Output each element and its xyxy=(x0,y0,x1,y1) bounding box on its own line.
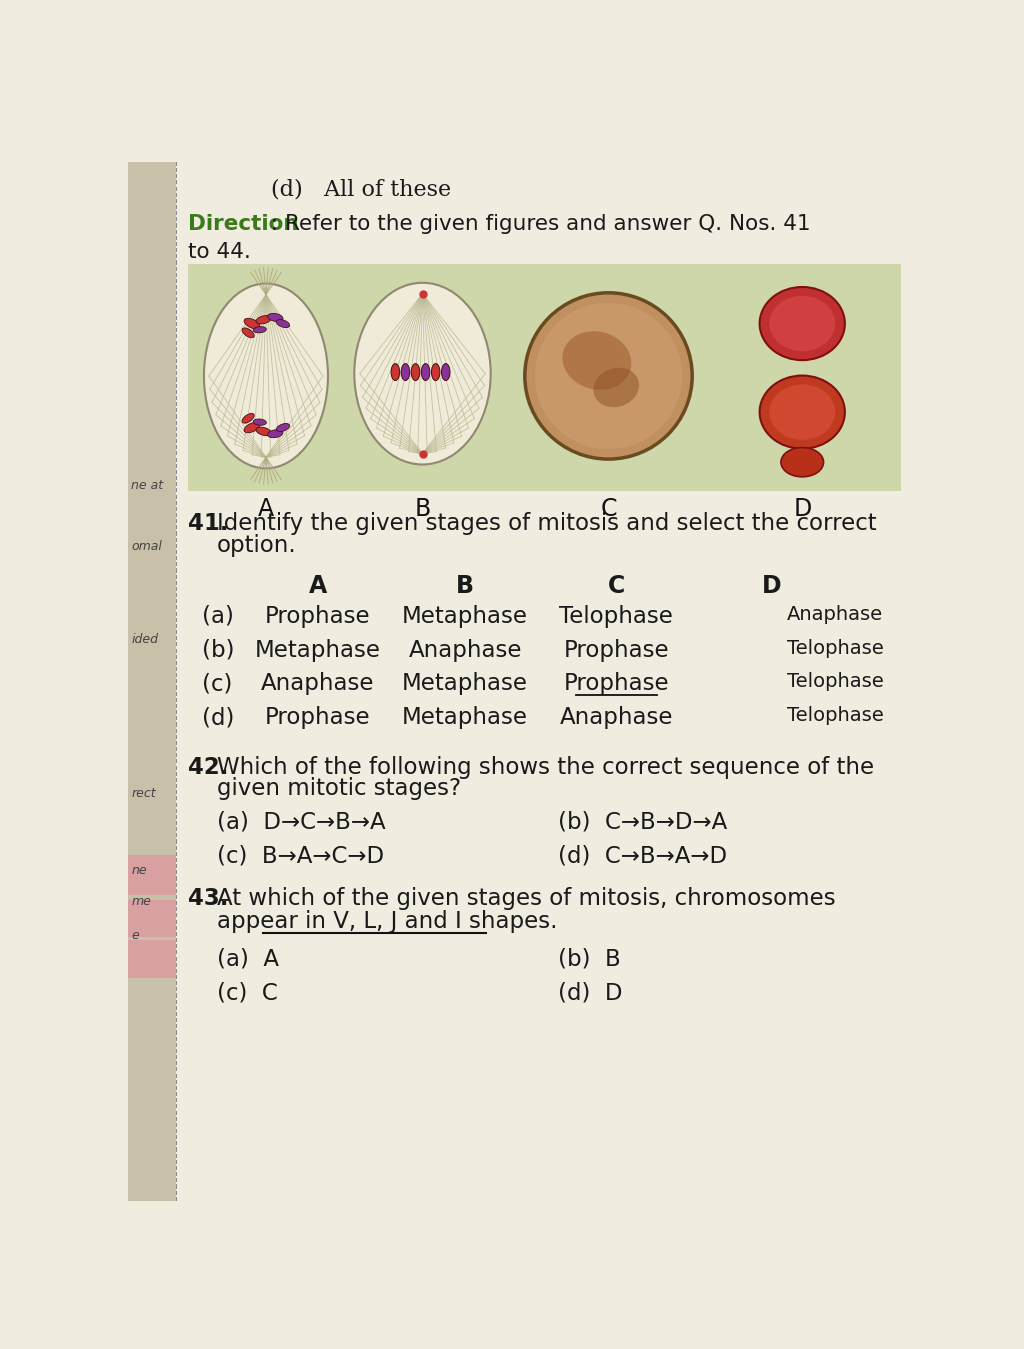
Ellipse shape xyxy=(431,364,440,380)
Text: omal: omal xyxy=(131,541,162,553)
Ellipse shape xyxy=(256,316,271,324)
Ellipse shape xyxy=(242,328,254,337)
Ellipse shape xyxy=(760,375,845,449)
Ellipse shape xyxy=(276,424,290,432)
Text: (d)  D: (d) D xyxy=(558,981,623,1004)
Text: A: A xyxy=(258,496,274,521)
Text: D: D xyxy=(794,496,811,521)
Text: C: C xyxy=(607,573,625,598)
Circle shape xyxy=(524,293,692,459)
Text: 42.: 42. xyxy=(188,755,229,778)
Text: option.: option. xyxy=(217,534,297,557)
Text: At which of the given stages of mitosis, chromosomes: At which of the given stages of mitosis,… xyxy=(217,888,836,911)
Text: D: D xyxy=(762,573,781,598)
Text: B: B xyxy=(456,573,474,598)
Ellipse shape xyxy=(267,430,283,437)
Ellipse shape xyxy=(256,428,271,436)
Text: Prophase: Prophase xyxy=(265,707,371,730)
Text: (a): (a) xyxy=(202,604,233,627)
Text: (d)   All of these: (d) All of these xyxy=(271,179,452,201)
Ellipse shape xyxy=(204,283,328,468)
Ellipse shape xyxy=(441,364,450,380)
Text: (d): (d) xyxy=(202,707,234,730)
Text: given mitotic stages?: given mitotic stages? xyxy=(217,777,461,800)
Text: Anaphase: Anaphase xyxy=(409,638,522,661)
Ellipse shape xyxy=(769,295,836,351)
Ellipse shape xyxy=(391,364,399,380)
Ellipse shape xyxy=(276,320,290,328)
Text: (c)  B→A→C→D: (c) B→A→C→D xyxy=(217,844,384,867)
Text: (c)  C: (c) C xyxy=(217,981,278,1004)
Text: e: e xyxy=(131,929,139,942)
Text: : Refer to the given figures and answer Q. Nos. 41: : Refer to the given figures and answer … xyxy=(264,214,811,235)
Bar xyxy=(128,900,176,936)
Text: Metaphase: Metaphase xyxy=(255,638,381,661)
Ellipse shape xyxy=(242,413,254,424)
Text: Anaphase: Anaphase xyxy=(261,672,375,695)
Ellipse shape xyxy=(354,283,490,464)
Ellipse shape xyxy=(562,332,632,390)
Ellipse shape xyxy=(253,326,266,333)
Text: Prophase: Prophase xyxy=(563,672,669,695)
Ellipse shape xyxy=(760,287,845,360)
Ellipse shape xyxy=(267,313,283,321)
Text: Telophase: Telophase xyxy=(786,672,884,692)
Text: Which of the following shows the correct sequence of the: Which of the following shows the correct… xyxy=(217,755,874,778)
Ellipse shape xyxy=(253,420,266,425)
Ellipse shape xyxy=(244,422,260,433)
Text: (a)  D→C→B→A: (a) D→C→B→A xyxy=(217,811,386,834)
Ellipse shape xyxy=(421,364,430,380)
Text: Prophase: Prophase xyxy=(563,638,669,661)
Text: Metaphase: Metaphase xyxy=(402,604,528,627)
Circle shape xyxy=(535,302,682,449)
Text: 43.: 43. xyxy=(188,888,229,911)
Text: 41.: 41. xyxy=(188,513,229,536)
Text: (c): (c) xyxy=(202,672,232,695)
Text: Direction: Direction xyxy=(188,214,299,235)
Ellipse shape xyxy=(412,364,420,380)
Text: B: B xyxy=(415,496,431,521)
Text: me: me xyxy=(131,894,151,908)
Text: (d)  C→B→A→D: (d) C→B→A→D xyxy=(558,844,727,867)
Text: (b): (b) xyxy=(202,638,234,661)
Text: appear in V, L, J and I shapes.: appear in V, L, J and I shapes. xyxy=(217,911,558,934)
Text: ne: ne xyxy=(131,863,146,877)
Text: to 44.: to 44. xyxy=(188,241,251,262)
Text: Anaphase: Anaphase xyxy=(559,707,673,730)
Ellipse shape xyxy=(594,368,639,407)
Bar xyxy=(128,940,176,978)
Text: Metaphase: Metaphase xyxy=(402,672,528,695)
Text: (b)  C→B→D→A: (b) C→B→D→A xyxy=(558,811,727,834)
Bar xyxy=(128,162,176,1201)
Ellipse shape xyxy=(769,384,836,440)
Text: Metaphase: Metaphase xyxy=(402,707,528,730)
Text: (a)  A: (a) A xyxy=(217,947,280,970)
Text: Anaphase: Anaphase xyxy=(786,604,883,623)
Text: Telophase: Telophase xyxy=(786,707,884,726)
Text: Identify the given stages of mitosis and select the correct: Identify the given stages of mitosis and… xyxy=(217,513,877,536)
Ellipse shape xyxy=(401,364,410,380)
Text: A: A xyxy=(309,573,327,598)
Text: Prophase: Prophase xyxy=(265,604,371,627)
Bar xyxy=(188,263,901,491)
Text: C: C xyxy=(600,496,616,521)
Text: Telophase: Telophase xyxy=(786,638,884,657)
Text: ne at: ne at xyxy=(131,479,163,492)
Text: Telophase: Telophase xyxy=(559,604,673,627)
Text: ided: ided xyxy=(131,633,158,646)
Ellipse shape xyxy=(244,318,260,329)
Bar xyxy=(128,855,176,894)
Ellipse shape xyxy=(781,448,823,476)
Text: rect: rect xyxy=(131,786,156,800)
Text: (b)  B: (b) B xyxy=(558,947,621,970)
